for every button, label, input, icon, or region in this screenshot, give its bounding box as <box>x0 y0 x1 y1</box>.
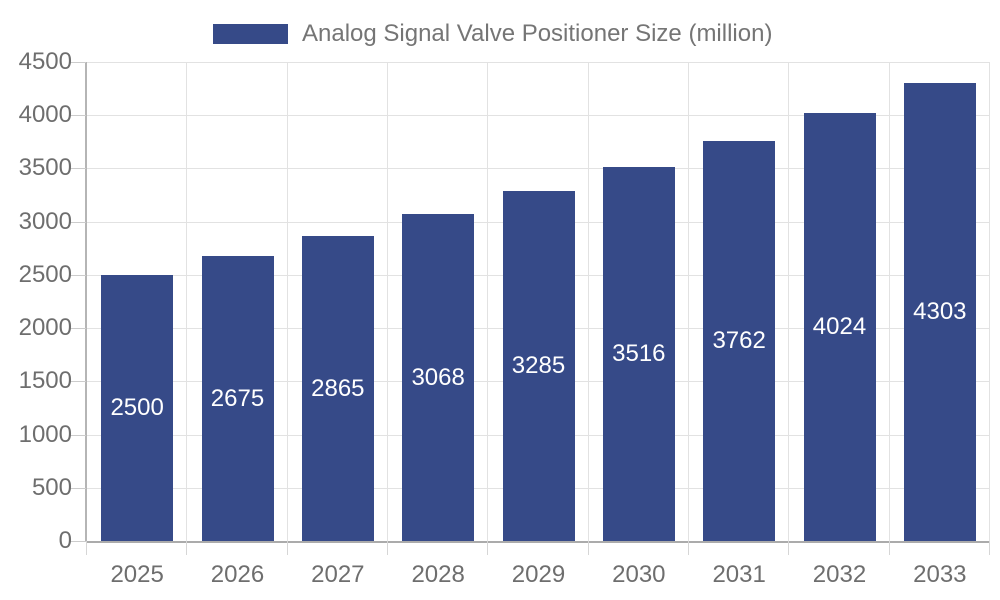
chart-legend: Analog Signal Valve Positioner Size (mil… <box>213 21 772 47</box>
x-tick-label: 2032 <box>812 561 867 588</box>
bar-value-label: 3285 <box>511 352 566 380</box>
x-tick-label: 2028 <box>411 561 465 588</box>
y-tick-mark <box>70 541 86 542</box>
legend-swatch <box>213 24 288 44</box>
y-tick-label: 1000 <box>18 420 72 448</box>
x-tick-mark <box>587 541 589 555</box>
bar: 4303 <box>903 82 976 541</box>
bar-value-label: 3068 <box>411 363 465 391</box>
y-tick-mark <box>70 221 86 223</box>
gridline-vertical <box>286 62 288 541</box>
bar-value-label: 2865 <box>311 374 365 402</box>
x-axis-line <box>87 541 990 543</box>
gridline-vertical <box>888 62 890 541</box>
y-tick-mark <box>70 487 86 489</box>
gridline-vertical <box>387 62 388 541</box>
y-tick-label: 3000 <box>18 207 72 235</box>
y-tick-label: 0 <box>58 527 72 554</box>
bar-value-label: 3516 <box>612 339 666 367</box>
gridline-horizontal <box>87 115 990 117</box>
bar: 3762 <box>703 140 776 541</box>
y-tick-label: 2500 <box>18 260 72 288</box>
x-tick-mark <box>989 541 990 555</box>
x-tick-mark <box>487 541 489 555</box>
gridline-vertical <box>487 62 489 541</box>
bar-value-label: 2675 <box>210 384 265 412</box>
gridline-horizontal <box>87 168 990 170</box>
y-tick-label: 500 <box>31 473 72 501</box>
x-tick-label: 2030 <box>612 561 666 588</box>
y-tick-mark <box>70 62 86 63</box>
x-tick-mark <box>186 541 188 555</box>
y-tick-label: 4000 <box>18 101 72 129</box>
gridline-horizontal <box>87 62 990 63</box>
legend-label: Analog Signal Valve Positioner Size (mil… <box>302 20 773 47</box>
gridline-vertical <box>989 62 990 541</box>
y-tick-label: 3500 <box>18 154 72 182</box>
x-tick-mark <box>86 541 87 555</box>
x-tick-label: 2025 <box>110 561 164 588</box>
y-axis-line <box>85 62 87 541</box>
x-tick-label: 2026 <box>210 561 265 588</box>
gridline-vertical <box>688 62 689 541</box>
y-tick-label: 2000 <box>18 314 72 342</box>
bar: 3285 <box>502 191 575 541</box>
bar-value-label: 2500 <box>110 393 164 421</box>
x-tick-mark <box>387 541 388 555</box>
bar-value-label: 4303 <box>913 297 967 325</box>
bar: 2675 <box>201 256 274 541</box>
bar-value-label: 3762 <box>712 326 766 354</box>
x-tick-mark <box>286 541 288 555</box>
bar: 3516 <box>602 166 675 541</box>
x-tick-label: 2031 <box>712 561 766 588</box>
gridline-vertical <box>587 62 589 541</box>
x-tick-mark <box>688 541 689 555</box>
x-tick-mark <box>888 541 890 555</box>
y-tick-mark <box>70 328 86 330</box>
gridline-vertical <box>186 62 188 541</box>
x-tick-label: 2027 <box>311 561 365 588</box>
y-tick-mark <box>70 168 86 170</box>
y-tick-mark <box>70 274 86 276</box>
bar: 4024 <box>803 112 876 541</box>
y-tick-mark <box>70 381 86 383</box>
bar: 3068 <box>402 214 475 541</box>
y-tick-mark <box>70 434 86 436</box>
bar: 2500 <box>101 274 174 541</box>
x-tick-label: 2033 <box>913 561 967 588</box>
x-tick-mark <box>788 541 790 555</box>
gridline-vertical <box>788 62 790 541</box>
bar: 2865 <box>301 236 374 541</box>
bar-value-label: 4024 <box>812 312 867 340</box>
plot-area: 2500 2675 2865 3068 3285 3516 3762 4024 4303 <box>87 62 990 541</box>
y-tick-mark <box>70 115 86 117</box>
y-tick-label: 1500 <box>18 367 72 395</box>
y-tick-label: 4500 <box>18 48 72 75</box>
x-tick-label: 2029 <box>511 561 566 588</box>
